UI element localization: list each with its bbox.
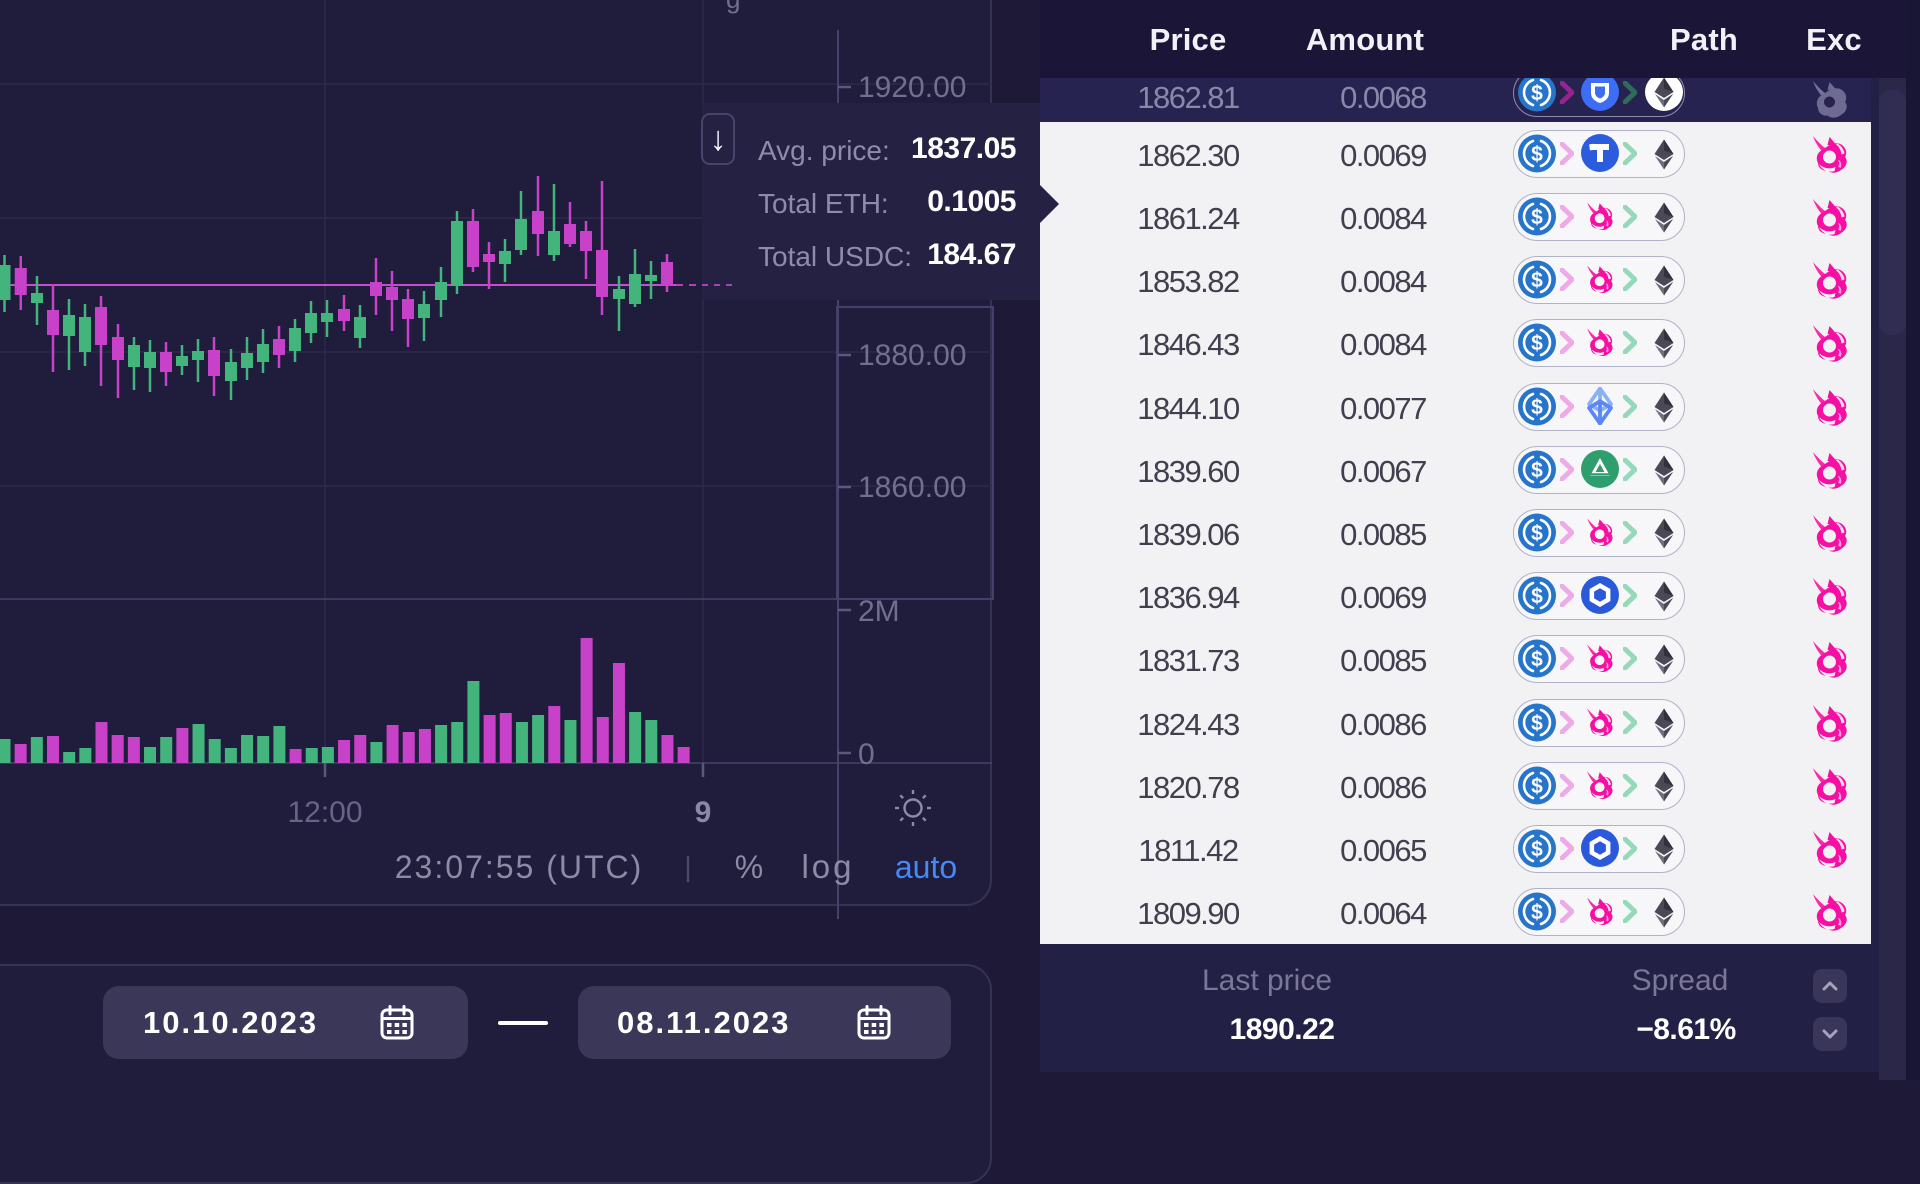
svg-text:1880.00: 1880.00 bbox=[858, 339, 966, 372]
svg-text:%: % bbox=[735, 849, 763, 885]
svg-text:g: g bbox=[726, 0, 740, 14]
svg-text:1860.00: 1860.00 bbox=[858, 471, 966, 504]
svg-text:log: log bbox=[801, 848, 854, 885]
svg-text:0: 0 bbox=[858, 738, 875, 771]
svg-text:12:00: 12:00 bbox=[287, 796, 362, 829]
svg-text:1920.00: 1920.00 bbox=[858, 71, 966, 104]
svg-text:2M: 2M bbox=[858, 595, 900, 628]
svg-text:23:07:55 (UTC): 23:07:55 (UTC) bbox=[395, 849, 644, 885]
svg-text:|: | bbox=[684, 851, 691, 882]
svg-text:9: 9 bbox=[695, 796, 712, 829]
svg-text:auto: auto bbox=[895, 849, 957, 885]
